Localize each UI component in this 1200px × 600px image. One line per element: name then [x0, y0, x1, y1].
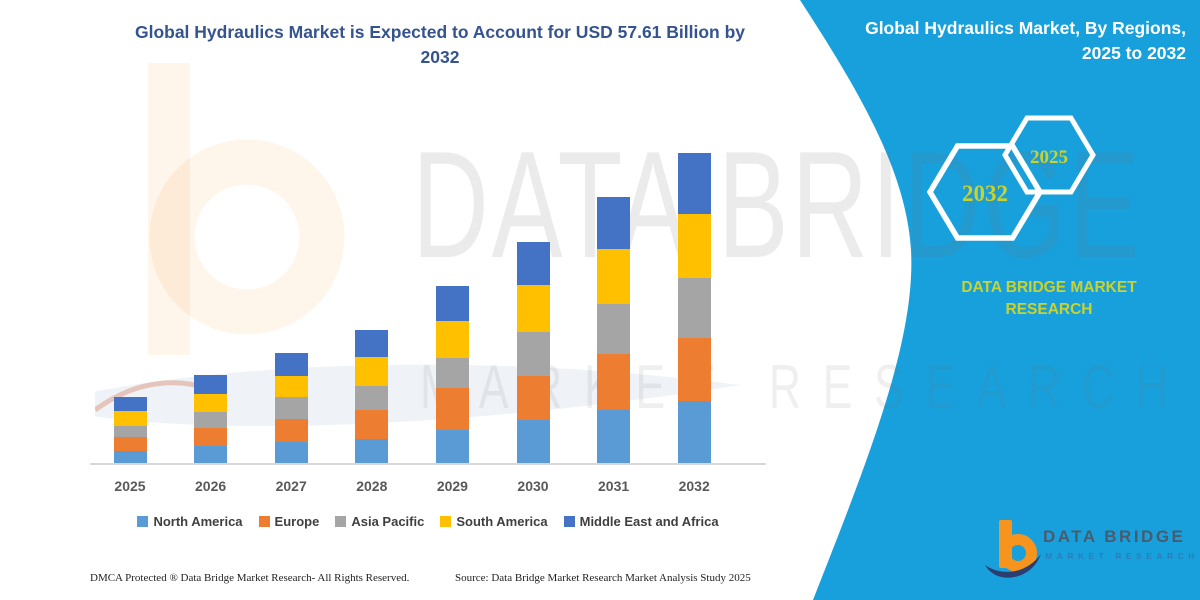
legend-item-north-america: North America: [137, 514, 243, 529]
bar-segment-2028-south-america: [355, 357, 389, 386]
legend-swatch-middle-east-and-africa: [563, 516, 575, 527]
legend-item-asia-pacific: Asia Pacific: [335, 514, 424, 529]
bar-segment-2031-europe: [597, 354, 631, 410]
bar-segment-2030-asia-pacific: [516, 332, 550, 377]
bar-segment-2032-europe: [677, 338, 711, 402]
legend-label-north-america: North America: [153, 514, 243, 529]
legend-item-europe: Europe: [258, 514, 320, 529]
bar-segment-2028-europe: [355, 409, 389, 439]
bar-segment-2029-north-america: [435, 429, 469, 463]
source-text: Source: Data Bridge Market Research Mark…: [455, 572, 751, 584]
x-axis-label-2030: 2030: [517, 478, 549, 494]
panel-brand-caption-line2: RESEARCH: [1005, 301, 1093, 319]
chart-legend: North America Europe Asia Pacific South Ame…: [90, 514, 766, 529]
bar-segment-2027-middle-east-and-africa: [274, 353, 308, 377]
bar-segment-2031-north-america: [597, 409, 631, 463]
bar-segment-2026-south-america: [194, 394, 228, 413]
bar-segment-2025-south-america: [113, 410, 147, 426]
data-bridge-logo-icon: [985, 520, 1041, 578]
bar-segment-2027-asia-pacific: [274, 397, 308, 419]
hexagon-2025: [1002, 115, 1096, 195]
watermark-b-stem: [148, 63, 190, 355]
bar-segment-2032-middle-east-and-africa: [677, 153, 711, 215]
panel-title-line1: Global Hydraulics Market, By Regions,: [865, 18, 1186, 38]
bar-segment-2026-europe: [194, 428, 228, 447]
hexagon-2032: [926, 143, 1044, 241]
bar-segment-2032-north-america: [677, 401, 711, 463]
year-hexagons: 2025 2032: [926, 115, 1096, 241]
bar-segment-2028-asia-pacific: [355, 385, 389, 410]
bar-segment-2030-north-america: [516, 419, 550, 463]
logo-subtitle: MARKET RESEARCH: [1045, 551, 1199, 561]
legend-item-middle-east-and-africa: Middle East and Africa: [563, 514, 719, 529]
bar-segment-2031-middle-east-and-africa: [597, 197, 631, 250]
x-axis-label-2029: 2029: [436, 478, 468, 494]
panel-title-line2: 2025 to 2032: [1081, 42, 1186, 63]
bar-segment-2025-asia-pacific: [113, 425, 147, 437]
dmca-copyright-text: DMCA Protected ® Data Bridge Market Rese…: [90, 572, 410, 584]
bar-segment-2029-europe: [435, 388, 469, 430]
bar-segment-2029-south-america: [435, 320, 469, 359]
bar-segment-2028-middle-east-and-africa: [355, 330, 389, 357]
bar-segment-2028-north-america: [355, 438, 389, 463]
watermark-swoosh: [95, 364, 740, 427]
legend-label-europe: Europe: [274, 514, 320, 529]
chart-title: Global Hydraulics Market is Expected to …: [85, 20, 795, 71]
legend-swatch-asia-pacific: [335, 516, 347, 527]
bar-segment-2029-middle-east-and-africa: [435, 286, 469, 321]
bar-segment-2030-middle-east-and-africa: [516, 242, 550, 285]
bar-segment-2025-europe: [113, 436, 147, 451]
bar-segment-2029-asia-pacific: [435, 358, 469, 388]
legend-swatch-north-america: [137, 516, 149, 527]
bar-segment-2025-north-america: [113, 450, 147, 463]
chart-title-line2: 2032: [420, 47, 460, 68]
bar-segment-2025-middle-east-and-africa: [113, 397, 147, 411]
bar-segment-2032-south-america: [677, 214, 711, 279]
legend-swatch-europe: [258, 516, 270, 527]
legend-swatch-south-america: [440, 516, 452, 527]
chart-title-line1: Global Hydraulics Market is Expected to …: [134, 22, 746, 42]
legend-item-south-america: South America: [440, 514, 548, 529]
bar-segment-2027-europe: [274, 418, 308, 442]
bar-segment-2026-asia-pacific: [194, 412, 228, 429]
data-bridge-b-watermark: [95, 63, 740, 427]
bar-segment-2026-north-america: [194, 446, 228, 463]
x-axis-label-2027: 2027: [275, 478, 307, 494]
panel-title: Global Hydraulics Market, By Regions, 20…: [838, 16, 1186, 65]
watermark-red-arc: [95, 380, 196, 413]
logo-swoosh: [985, 554, 1041, 578]
x-axis-line: [90, 463, 766, 465]
side-panel-shape: [800, 0, 1200, 600]
bar-segment-2031-asia-pacific: [597, 304, 631, 355]
bar-segment-2027-south-america: [274, 376, 308, 398]
x-axis-label-2026: 2026: [195, 478, 227, 494]
x-axis-label-2025: 2025: [114, 478, 146, 494]
logo-wordmark: DATA BRIDGE: [1043, 527, 1186, 546]
x-axis-label-2031: 2031: [598, 478, 630, 494]
hexagon-2025-year: 2025: [1030, 147, 1068, 168]
bar-segment-2032-asia-pacific: [677, 278, 711, 339]
panel-brand-caption-line1: DATA BRIDGE MARKET: [961, 279, 1137, 296]
watermark-b-bowl: [149, 139, 345, 335]
bar-segment-2031-south-america: [597, 249, 631, 305]
bar-segment-2030-europe: [516, 376, 550, 420]
panel-brand-caption: DATA BRIDGE MARKET RESEARCH: [916, 277, 1182, 322]
chart-area: 2025 2026 2027 2028 2029 2030 2031 2032: [90, 153, 766, 494]
x-axis-label-2032: 2032: [678, 478, 710, 494]
bar-segment-2027-north-america: [274, 442, 308, 463]
bar-segment-2030-south-america: [516, 284, 550, 333]
legend-label-middle-east-and-africa: Middle East and Africa: [579, 514, 719, 529]
legend-label-asia-pacific: Asia Pacific: [351, 514, 425, 529]
hexagon-2032-year: 2032: [962, 181, 1008, 206]
x-axis-label-2028: 2028: [356, 478, 388, 494]
legend-label-south-america: South America: [456, 514, 548, 529]
logo-b-bowl: [999, 534, 1037, 572]
bar-segment-2026-middle-east-and-africa: [194, 375, 228, 395]
